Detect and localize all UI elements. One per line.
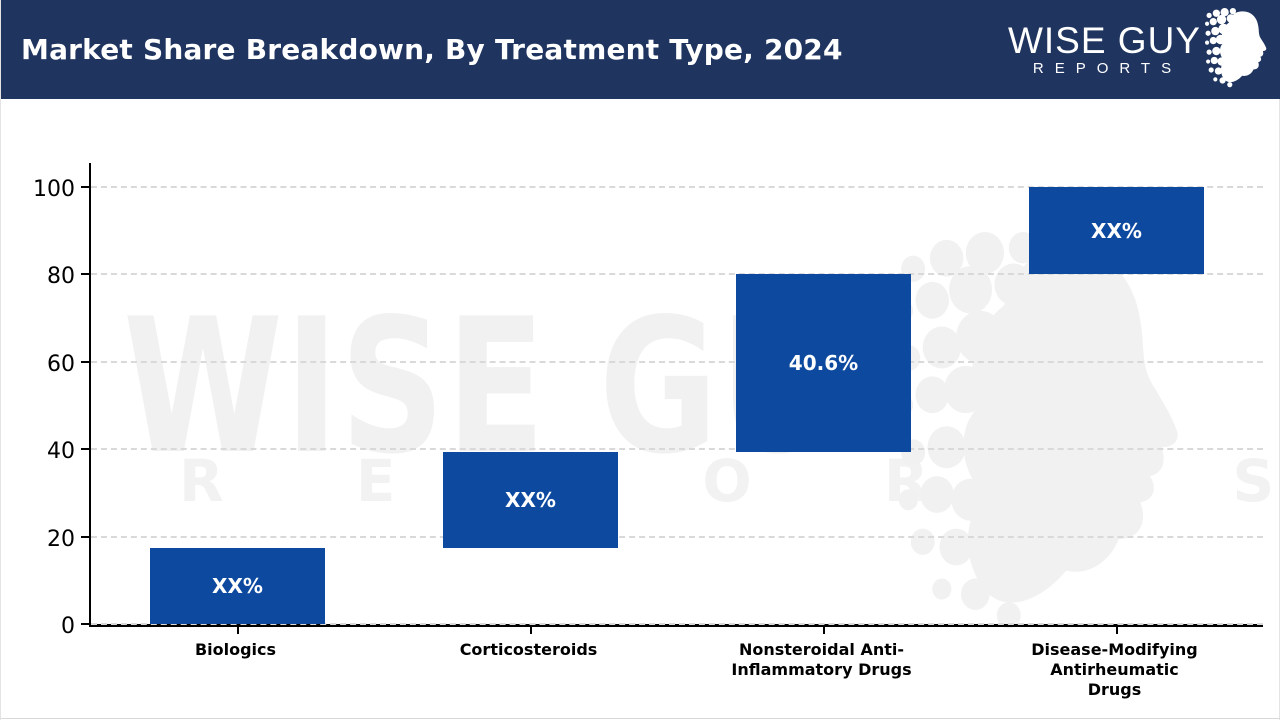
bar-corticosteroids: XX% [442,451,619,548]
x-tick-mark-3 [822,627,825,634]
gridline-100 [91,186,1263,189]
page-title: Market Share Breakdown, By Treatment Typ… [21,33,843,66]
y-tick-label-40: 40 [47,439,75,465]
bar-disease-modifying-antirheumatic-drugs: XX% [1028,187,1205,275]
x-tick-mark-4 [1115,627,1118,634]
gridline-40 [91,448,1263,451]
y-tick-mark-60 [81,360,89,363]
x-category-label: Biologics [194,640,277,659]
x-tick-mark-2 [529,627,532,634]
x-category-label: Nonsteroidal Anti- Inflammatory Drugs [731,640,912,679]
x-axis-labels: Biologics Corticosteroids Nonsteroidal Ant… [89,640,1263,710]
y-tick-mark-40 [81,448,89,451]
logo-reports-text: REPORTS [1032,59,1183,77]
y-tick-label-0: 0 [61,614,75,639]
y-tick-mark-0 [81,623,89,625]
header-bar: Market Share Breakdown, By Treatment Typ… [1,0,1280,99]
bottom-border-line [1,718,1280,719]
gridline-0 [91,623,1263,625]
y-tick-label-100: 100 [33,177,75,203]
bar-value-label: XX% [505,487,556,512]
bar-value-label: XX% [212,573,263,598]
x-category-label: Corticosteroids [459,640,598,659]
logo-text: WISE GUY REPORTS [1007,19,1201,78]
gridline-60 [91,360,1263,363]
y-axis-labels: 0 20 40 60 80 100 [1,163,75,639]
bar-nonsteroidal-anti-inflammatory-drugs: 40.6% [735,274,912,452]
y-tick-mark-100 [81,186,89,189]
logo-face-icon [1205,7,1267,87]
gridline-80 [91,273,1263,276]
wiseguy-logo: WISE GUY REPORTS [1008,0,1267,99]
logo-wiseguy-text: WISE GUY [1007,19,1201,61]
y-tick-mark-80 [81,273,89,276]
bar-value-label: 40.6% [788,351,859,376]
plot-area: XX% XX% 40.6% XX% [81,163,1263,634]
x-tick-mark-1 [236,627,239,634]
gridline-20 [91,535,1263,538]
y-tick-label-20: 20 [47,526,75,552]
bar-value-label: XX% [1091,218,1142,243]
x-category-label: Disease-Modifying Antirheumatic Drugs [1031,640,1198,699]
bar-biologics: XX% [149,547,326,624]
y-tick-label-60: 60 [47,351,75,377]
y-tick-mark-20 [81,535,89,538]
y-tick-label-80: 80 [47,264,75,290]
